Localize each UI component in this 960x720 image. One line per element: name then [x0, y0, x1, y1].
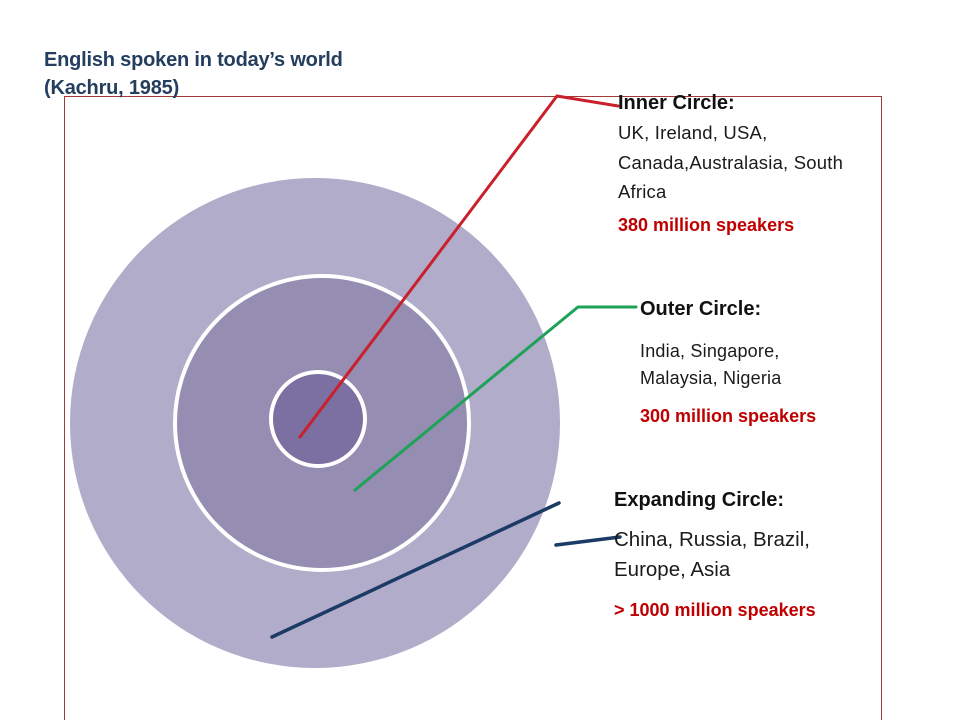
outer-circle-leader-line	[353, 305, 638, 492]
inner-circle-regions: UK, Ireland, USA, Canada,Australasia, So…	[618, 118, 843, 207]
expanding-circle-region-line: Europe, Asia	[614, 558, 731, 581]
inner-circle-speaker-count: 380 million speakers	[618, 214, 795, 235]
outer-circle-region-line: Malaysia, Nigeria	[640, 368, 782, 388]
outer-circle-heading: Outer Circle:	[640, 298, 762, 320]
slide-title-line2: (Kachru, 1985)	[44, 77, 180, 99]
expanding-circle-speaker-count: > 1000 million speakers	[614, 600, 816, 620]
slide-title-line1: English spoken in today’s world	[44, 49, 343, 71]
slide-title: English spoken in today’s world (Kachru,…	[44, 46, 343, 102]
expanding-circle-heading: Expanding Circle:	[614, 489, 785, 511]
inner-circle-region-line: UK, Ireland, USA,	[618, 122, 768, 143]
expanding-circle-region-line: China, Russia, Brazil,	[614, 528, 810, 551]
inner-circle-shape	[269, 370, 367, 468]
inner-circle-region-line: Canada,Australasia, South	[618, 151, 844, 173]
expanding-circle-leader-line	[270, 501, 561, 639]
inner-circle-leader-line	[298, 94, 620, 439]
outer-circle-block: Outer Circle: India, Singapore, Malaysia…	[640, 294, 816, 431]
outer-circle-speaker-count: 300 million speakers	[640, 406, 817, 426]
expanding-circle-regions: China, Russia, Brazil, Europe, Asia	[614, 525, 816, 585]
red-frame-border	[64, 96, 882, 720]
outer-circle-region-line: India, Singapore,	[640, 341, 780, 361]
expanding-circle-leader-dash	[554, 535, 622, 547]
outer-circle-regions: India, Singapore, Malaysia, Nigeria	[640, 338, 816, 392]
inner-circle-heading: Inner Circle:	[618, 92, 735, 114]
inner-circle-block: Inner Circle: UK, Ireland, USA, Canada,A…	[618, 88, 843, 240]
inner-circle-region-line: Africa	[618, 181, 667, 202]
expanding-circle-block: Expanding Circle: China, Russia, Brazil,…	[614, 485, 816, 625]
